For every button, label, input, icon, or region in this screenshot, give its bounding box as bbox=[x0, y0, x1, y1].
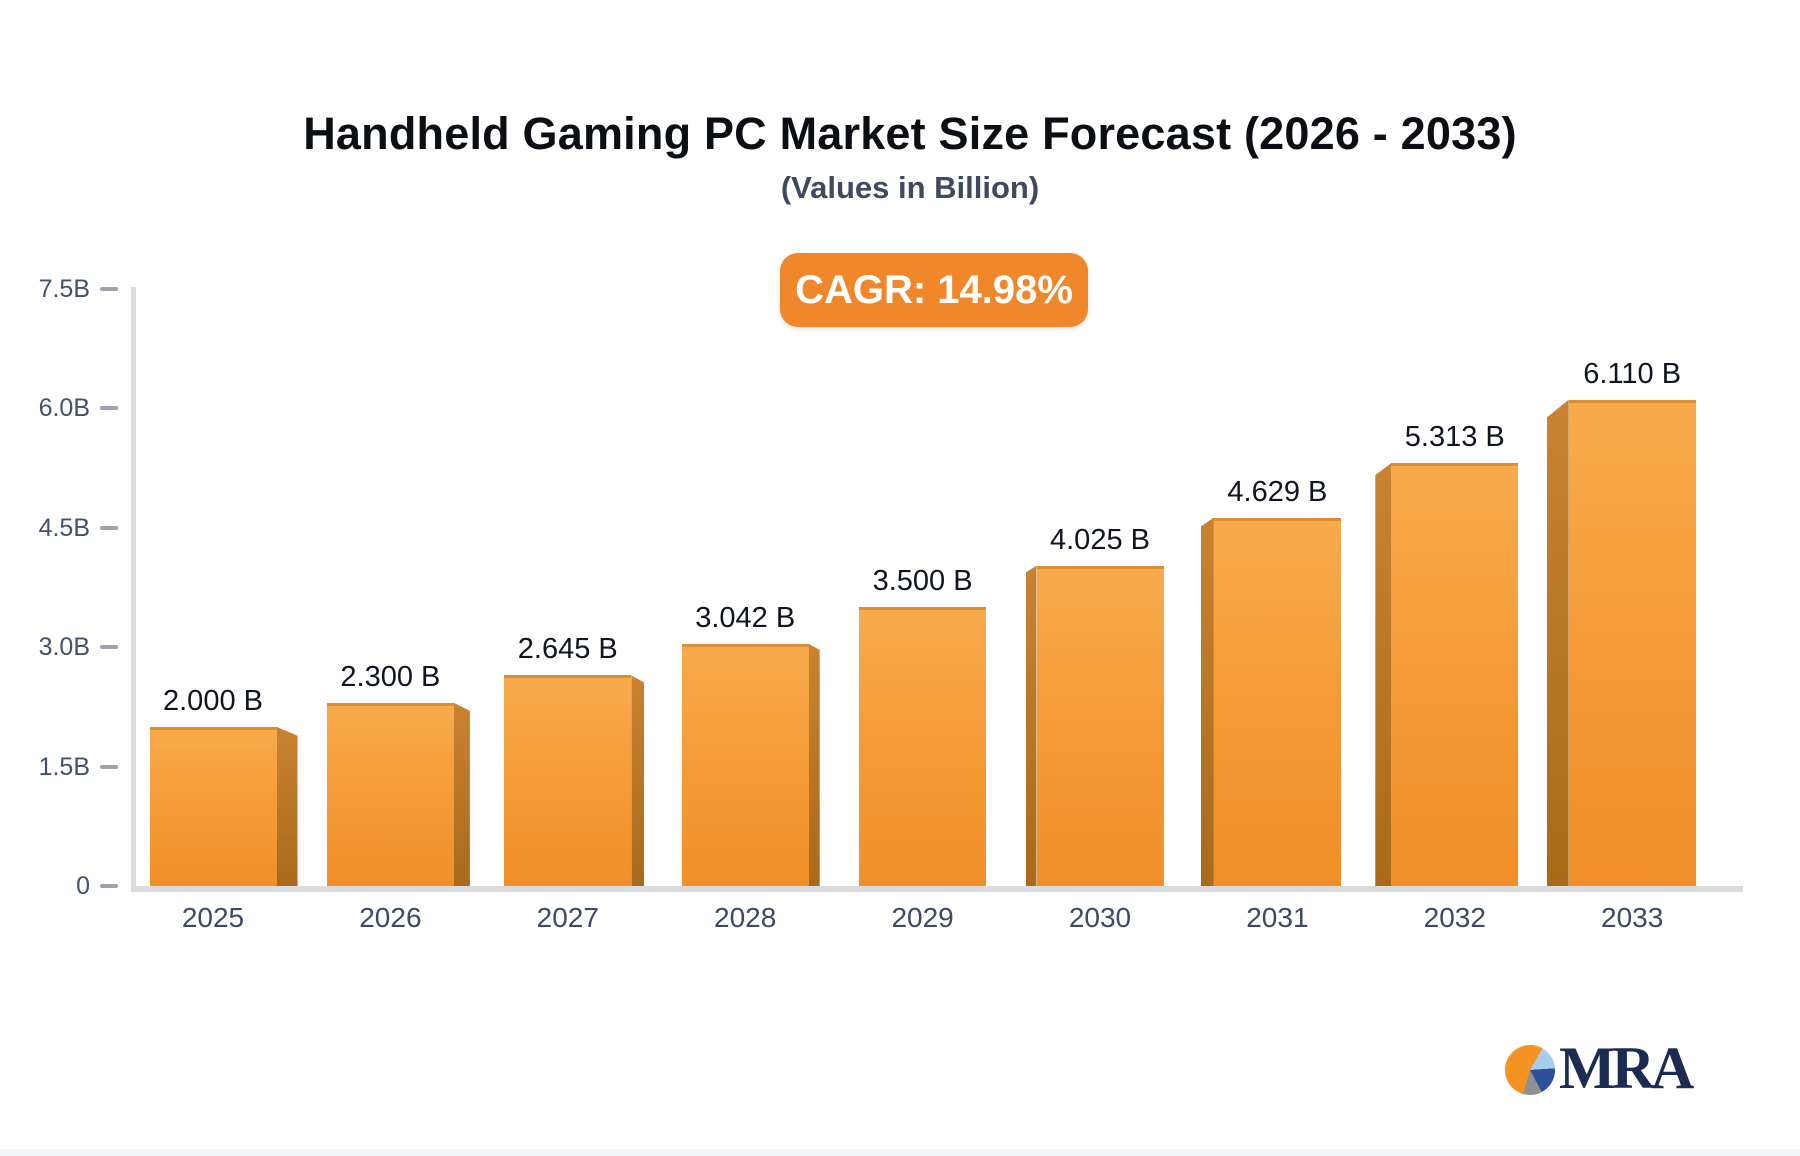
y-tick-dash bbox=[100, 645, 118, 650]
x-tick-label: 2027 bbox=[536, 902, 599, 933]
y-tick-label: 3.0B bbox=[38, 633, 90, 662]
y-tick-dash bbox=[100, 406, 118, 411]
bottom-strip bbox=[0, 1149, 1800, 1156]
bar-2032 bbox=[1391, 463, 1519, 886]
page-title: Handheld Gaming PC Market Size Forecast … bbox=[303, 108, 1517, 159]
bar-2031 bbox=[1213, 517, 1341, 886]
bar-side-2027 bbox=[631, 675, 645, 886]
x-tick-label: 2033 bbox=[1601, 902, 1664, 933]
bar-2030 bbox=[1036, 565, 1164, 886]
y-tick-label: 0 bbox=[76, 872, 90, 900]
y-tick-label: 4.5B bbox=[38, 513, 90, 542]
x-tick-label: 2028 bbox=[714, 902, 777, 933]
y-tick-label: 7.5B bbox=[38, 275, 90, 303]
bar-2027 bbox=[504, 675, 632, 886]
x-axis-line bbox=[131, 886, 1743, 892]
x-tick-label: 2025 bbox=[181, 902, 245, 933]
bar-value-label: 2.645 B bbox=[517, 633, 618, 666]
y-tick-dash bbox=[100, 525, 118, 530]
bar-side-2030 bbox=[1025, 565, 1037, 886]
x-tick-label: 2031 bbox=[1246, 902, 1309, 933]
bar-side-2028 bbox=[808, 643, 820, 886]
bar-2029 bbox=[859, 607, 987, 886]
cagr-badge: CAGR: 14.98% bbox=[780, 253, 1088, 327]
x-tick-label: 2029 bbox=[891, 902, 954, 933]
y-tick-dash bbox=[100, 287, 118, 291]
y-tick-dash bbox=[100, 884, 118, 888]
bar-value-label: 3.042 B bbox=[695, 601, 796, 634]
y-axis-line bbox=[131, 287, 136, 888]
y-tick-dash bbox=[100, 764, 118, 769]
brand-text: MRA bbox=[1559, 1035, 1694, 1101]
bar-side-2033 bbox=[1546, 399, 1569, 886]
x-tick-label: 2026 bbox=[359, 902, 422, 933]
bar-2033 bbox=[1568, 399, 1696, 886]
bar-side-2032 bbox=[1375, 463, 1392, 886]
bar-side-2026 bbox=[453, 702, 470, 886]
bar-value-label: 3.500 B bbox=[872, 565, 973, 598]
page-subtitle: (Values in Billion) bbox=[780, 170, 1040, 205]
bar-side-2031 bbox=[1200, 517, 1214, 886]
bar-value-label: 2.300 B bbox=[340, 660, 441, 693]
pie-chart-icon bbox=[1505, 1045, 1555, 1095]
x-tick-label: 2030 bbox=[1068, 902, 1132, 933]
y-tick-label: 6.0B bbox=[38, 394, 90, 423]
x-tick-label: 2032 bbox=[1423, 902, 1486, 933]
brand-logo: MRA bbox=[1505, 1035, 1694, 1101]
bar-side-2025 bbox=[276, 726, 298, 886]
bar-2026 bbox=[326, 702, 454, 886]
bar-value-label: 6.110 B bbox=[1583, 357, 1682, 390]
y-tick-label: 1.5B bbox=[38, 752, 90, 781]
bar-value-label: 5.313 B bbox=[1404, 421, 1505, 454]
bar-value-label: 4.629 B bbox=[1227, 475, 1328, 508]
bar-2028 bbox=[681, 643, 809, 886]
bar-value-label: 4.025 B bbox=[1050, 523, 1150, 556]
bar-value-label: 2.000 B bbox=[163, 684, 263, 717]
bar-2025 bbox=[149, 726, 277, 886]
